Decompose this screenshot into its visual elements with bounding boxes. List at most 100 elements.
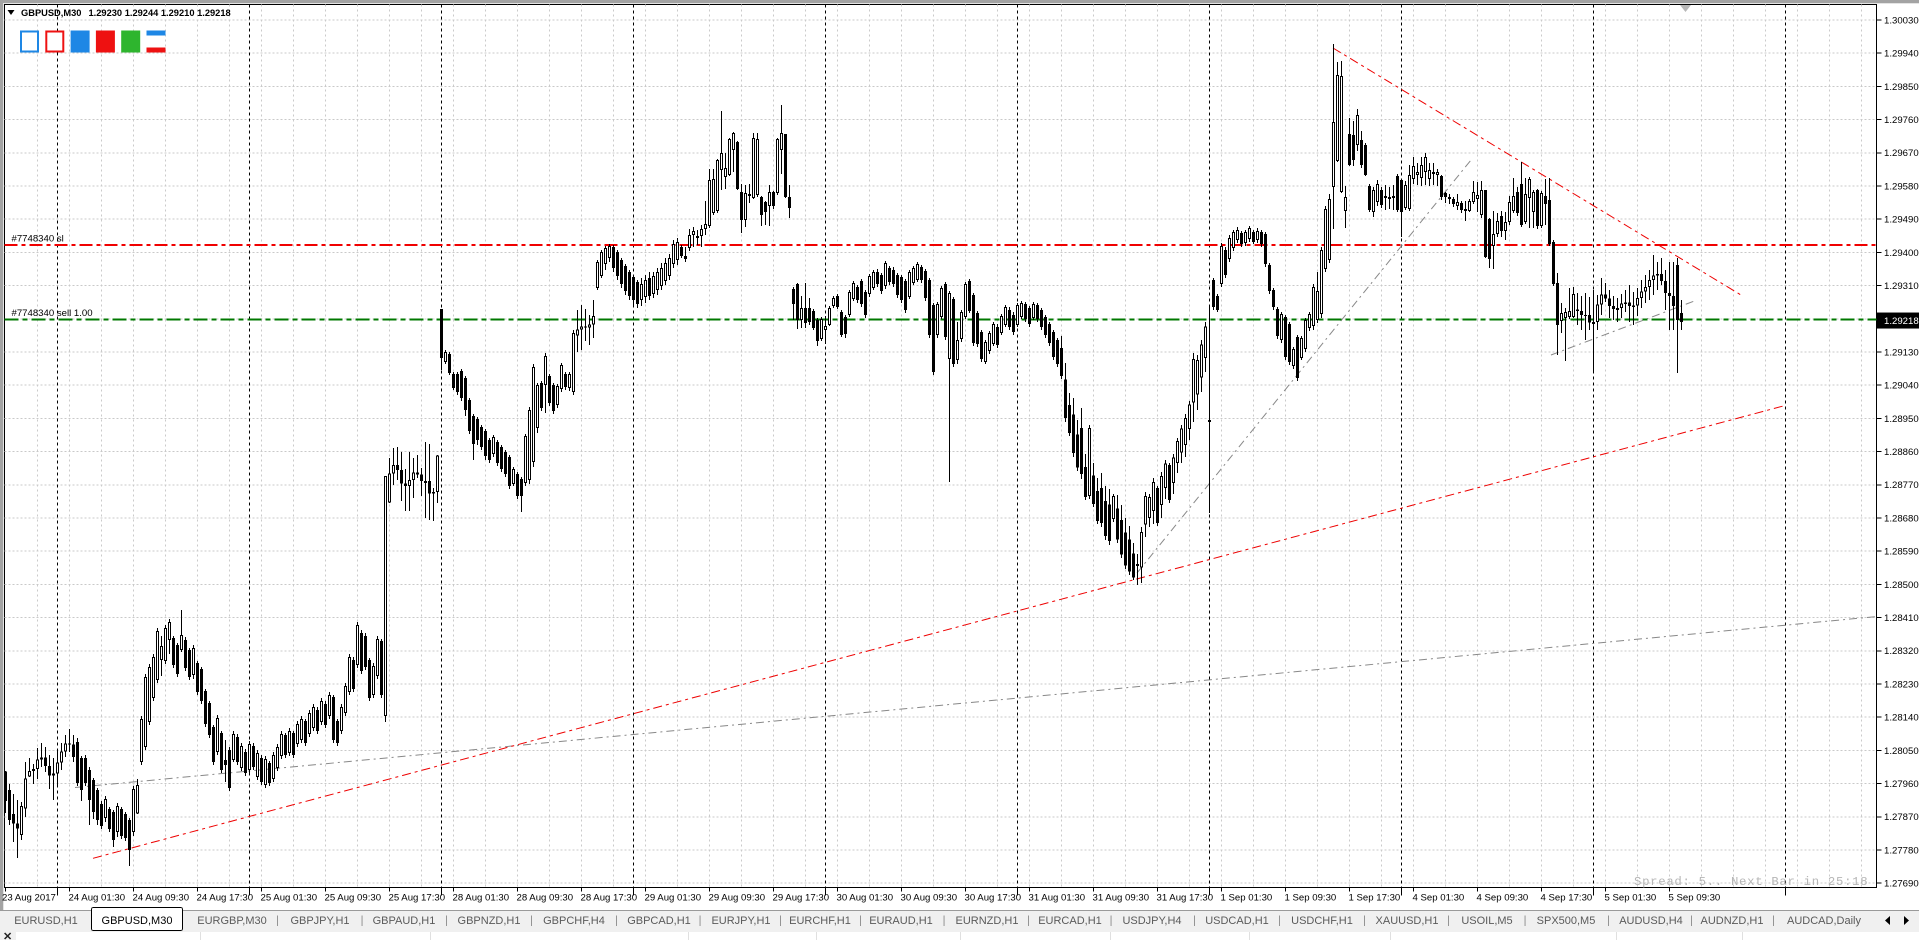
svg-text:GBPUSD,M30: GBPUSD,M30	[102, 915, 173, 927]
svg-text:1.29400: 1.29400	[1884, 248, 1919, 259]
svg-text:1.29850: 1.29850	[1884, 82, 1919, 93]
svg-text:|: |	[1772, 914, 1775, 926]
svg-text:EURUSD,H1: EURUSD,H1	[14, 915, 78, 927]
svg-text:GBPCHF,H4: GBPCHF,H4	[543, 915, 605, 927]
svg-text:1.29940: 1.29940	[1884, 49, 1919, 60]
svg-text:|: |	[276, 914, 279, 926]
svg-text:1.28680: 1.28680	[1884, 513, 1919, 524]
svg-text:EURJPY,H1: EURJPY,H1	[711, 915, 770, 927]
svg-text:GBPNZD,H1: GBPNZD,H1	[458, 915, 521, 927]
svg-text:31 Aug 17:30: 31 Aug 17:30	[1157, 893, 1214, 904]
svg-text:25 Aug 17:30: 25 Aug 17:30	[389, 893, 446, 904]
svg-text:24 Aug 17:30: 24 Aug 17:30	[197, 893, 254, 904]
svg-text:|: |	[1193, 914, 1196, 926]
svg-text:1.30030: 1.30030	[1884, 15, 1919, 26]
svg-text:USOIL,M5: USOIL,M5	[1461, 915, 1512, 927]
svg-text:1.29040: 1.29040	[1884, 381, 1919, 392]
svg-text:GBPCAD,H1: GBPCAD,H1	[627, 915, 691, 927]
svg-text:1.29580: 1.29580	[1884, 181, 1919, 192]
svg-text:USDCHF,H1: USDCHF,H1	[1291, 915, 1353, 927]
svg-text:1 Sep 09:30: 1 Sep 09:30	[1285, 893, 1337, 904]
svg-text:USDCAD,H1: USDCAD,H1	[1205, 915, 1269, 927]
svg-text:1.27780: 1.27780	[1884, 845, 1919, 856]
svg-text:GBPUSD,M30: GBPUSD,M30	[21, 8, 81, 18]
svg-text:1.28140: 1.28140	[1884, 713, 1919, 724]
svg-text:|: |	[1363, 914, 1366, 926]
svg-text:SPX500,M5: SPX500,M5	[1537, 915, 1596, 927]
svg-text:|: |	[1447, 914, 1450, 926]
svg-text:|: |	[445, 914, 448, 926]
svg-text:25 Aug 01:30: 25 Aug 01:30	[261, 893, 318, 904]
svg-text:|: |	[361, 914, 364, 926]
svg-text:1.27870: 1.27870	[1884, 812, 1919, 823]
svg-text:AUDUSD,H4: AUDUSD,H4	[1619, 915, 1683, 927]
svg-text:1.28590: 1.28590	[1884, 547, 1919, 558]
svg-text:GBPJPY,H1: GBPJPY,H1	[290, 915, 349, 927]
svg-text:1 Sep 01:30: 1 Sep 01:30	[1221, 893, 1273, 904]
svg-text:1.28230: 1.28230	[1884, 679, 1919, 690]
svg-text:EURAUD,H1: EURAUD,H1	[869, 915, 933, 927]
svg-text:|: |	[1278, 914, 1281, 926]
svg-text:EURCHF,H1: EURCHF,H1	[789, 915, 851, 927]
svg-text:GBPAUD,H1: GBPAUD,H1	[373, 915, 436, 927]
svg-text:1.28410: 1.28410	[1884, 613, 1919, 624]
svg-text:|: |	[943, 914, 946, 926]
svg-text:XAUUSD,H1: XAUUSD,H1	[1376, 915, 1439, 927]
svg-text:1.29230 1.29244 1.29210 1.2921: 1.29230 1.29244 1.29210 1.29218	[89, 8, 231, 18]
svg-text:EURCAD,H1: EURCAD,H1	[1038, 915, 1102, 927]
svg-text:1.28500: 1.28500	[1884, 580, 1919, 591]
svg-text:|: |	[1027, 914, 1030, 926]
svg-text:1.28320: 1.28320	[1884, 646, 1919, 657]
svg-text:1.29130: 1.29130	[1884, 347, 1919, 358]
svg-text:1.28050: 1.28050	[1884, 746, 1919, 757]
svg-text:|: |	[1607, 914, 1610, 926]
svg-text:1.29310: 1.29310	[1884, 281, 1919, 292]
svg-text:|: |	[779, 914, 782, 926]
svg-text:4 Sep 17:30: 4 Sep 17:30	[1541, 893, 1593, 904]
svg-text:1.28860: 1.28860	[1884, 447, 1919, 458]
svg-text:|: |	[1524, 914, 1527, 926]
svg-text:#7748340 sl: #7748340 sl	[12, 234, 64, 245]
svg-text:4 Sep 01:30: 4 Sep 01:30	[1413, 893, 1465, 904]
svg-text:29 Aug 09:30: 29 Aug 09:30	[709, 893, 766, 904]
svg-text:30 Aug 09:30: 30 Aug 09:30	[901, 893, 958, 904]
svg-text:1 Sep 17:30: 1 Sep 17:30	[1349, 893, 1401, 904]
svg-text:1.27960: 1.27960	[1884, 779, 1919, 790]
svg-text:31 Aug 09:30: 31 Aug 09:30	[1093, 893, 1150, 904]
svg-text:✕: ✕	[3, 931, 12, 940]
svg-text:29 Aug 01:30: 29 Aug 01:30	[645, 893, 702, 904]
svg-text:1.29670: 1.29670	[1884, 148, 1919, 159]
svg-text:24 Aug 09:30: 24 Aug 09:30	[133, 893, 190, 904]
svg-text:23 Aug 2017: 23 Aug 2017	[2, 893, 56, 904]
svg-text:24 Aug 01:30: 24 Aug 01:30	[69, 893, 126, 904]
svg-text:1.29760: 1.29760	[1884, 115, 1919, 126]
svg-text:29 Aug 17:30: 29 Aug 17:30	[773, 893, 830, 904]
svg-text:EURNZD,H1: EURNZD,H1	[956, 915, 1019, 927]
svg-text:1.29490: 1.29490	[1884, 215, 1919, 226]
svg-text:|: |	[1690, 914, 1693, 926]
svg-text:28 Aug 01:30: 28 Aug 01:30	[453, 893, 510, 904]
svg-text:28 Aug 09:30: 28 Aug 09:30	[517, 893, 574, 904]
svg-text:AUDNZD,H1: AUDNZD,H1	[1701, 915, 1764, 927]
svg-text:1.28950: 1.28950	[1884, 414, 1919, 425]
svg-text:|: |	[530, 914, 533, 926]
svg-text:USDJPY,H4: USDJPY,H4	[1122, 915, 1181, 927]
svg-text:5 Sep 09:30: 5 Sep 09:30	[1669, 893, 1721, 904]
svg-text:25 Aug 09:30: 25 Aug 09:30	[325, 893, 382, 904]
svg-text:30 Aug 17:30: 30 Aug 17:30	[965, 893, 1022, 904]
svg-text:1.27690: 1.27690	[1884, 879, 1919, 890]
svg-text:|: |	[1110, 914, 1113, 926]
svg-text:1.28770: 1.28770	[1884, 480, 1919, 491]
svg-text:EURGBP,M30: EURGBP,M30	[197, 915, 267, 927]
svg-text:|: |	[859, 914, 862, 926]
svg-text:AUDCAD,Daily: AUDCAD,Daily	[1787, 915, 1861, 927]
svg-text:1.29218: 1.29218	[1884, 316, 1919, 327]
svg-text:|: |	[615, 914, 618, 926]
svg-text:28 Aug 17:30: 28 Aug 17:30	[581, 893, 638, 904]
svg-text:Spread: 5.. Next Bar in 25:18: Spread: 5.. Next Bar in 25:18	[1634, 875, 1868, 889]
svg-text:5 Sep 01:30: 5 Sep 01:30	[1605, 893, 1657, 904]
svg-text:#7748340 sell 1.00: #7748340 sell 1.00	[12, 308, 93, 319]
svg-text:30 Aug 01:30: 30 Aug 01:30	[837, 893, 894, 904]
svg-text:31 Aug 01:30: 31 Aug 01:30	[1029, 893, 1086, 904]
svg-text:|: |	[699, 914, 702, 926]
